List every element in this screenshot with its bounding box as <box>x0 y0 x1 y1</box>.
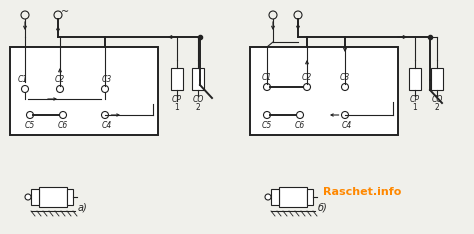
Text: CO: CO <box>192 95 204 105</box>
Bar <box>31 189 39 205</box>
Bar <box>39 187 67 207</box>
Circle shape <box>25 194 31 200</box>
Text: C3: C3 <box>102 76 112 84</box>
Text: C2: C2 <box>302 73 312 81</box>
Bar <box>10 47 158 135</box>
Text: ~: ~ <box>61 7 69 17</box>
Circle shape <box>265 194 271 200</box>
Text: C2: C2 <box>55 76 65 84</box>
Bar <box>250 47 398 135</box>
Bar <box>67 189 73 205</box>
Text: C5: C5 <box>25 121 35 129</box>
Text: C5: C5 <box>262 121 272 129</box>
Text: CP: CP <box>410 95 420 105</box>
Text: C3: C3 <box>340 73 350 81</box>
Text: 1: 1 <box>413 102 418 111</box>
Bar <box>307 189 313 205</box>
Text: CO: CO <box>431 95 443 105</box>
Text: б): б) <box>318 202 328 212</box>
Bar <box>192 68 204 90</box>
Bar <box>271 189 279 205</box>
Text: C6: C6 <box>58 121 68 129</box>
Text: C1: C1 <box>262 73 272 81</box>
Text: CP: CP <box>172 95 182 105</box>
Text: C4: C4 <box>342 121 352 129</box>
Text: C6: C6 <box>295 121 305 129</box>
Text: Raschet.info: Raschet.info <box>323 187 401 197</box>
Text: 2: 2 <box>435 102 439 111</box>
Bar <box>171 68 183 90</box>
Bar <box>431 68 443 90</box>
Text: 2: 2 <box>196 102 201 111</box>
Bar <box>279 187 307 207</box>
Text: C1: C1 <box>18 76 28 84</box>
Text: a): a) <box>78 202 88 212</box>
Bar <box>409 68 421 90</box>
Text: 1: 1 <box>174 102 179 111</box>
Text: C4: C4 <box>102 121 112 129</box>
